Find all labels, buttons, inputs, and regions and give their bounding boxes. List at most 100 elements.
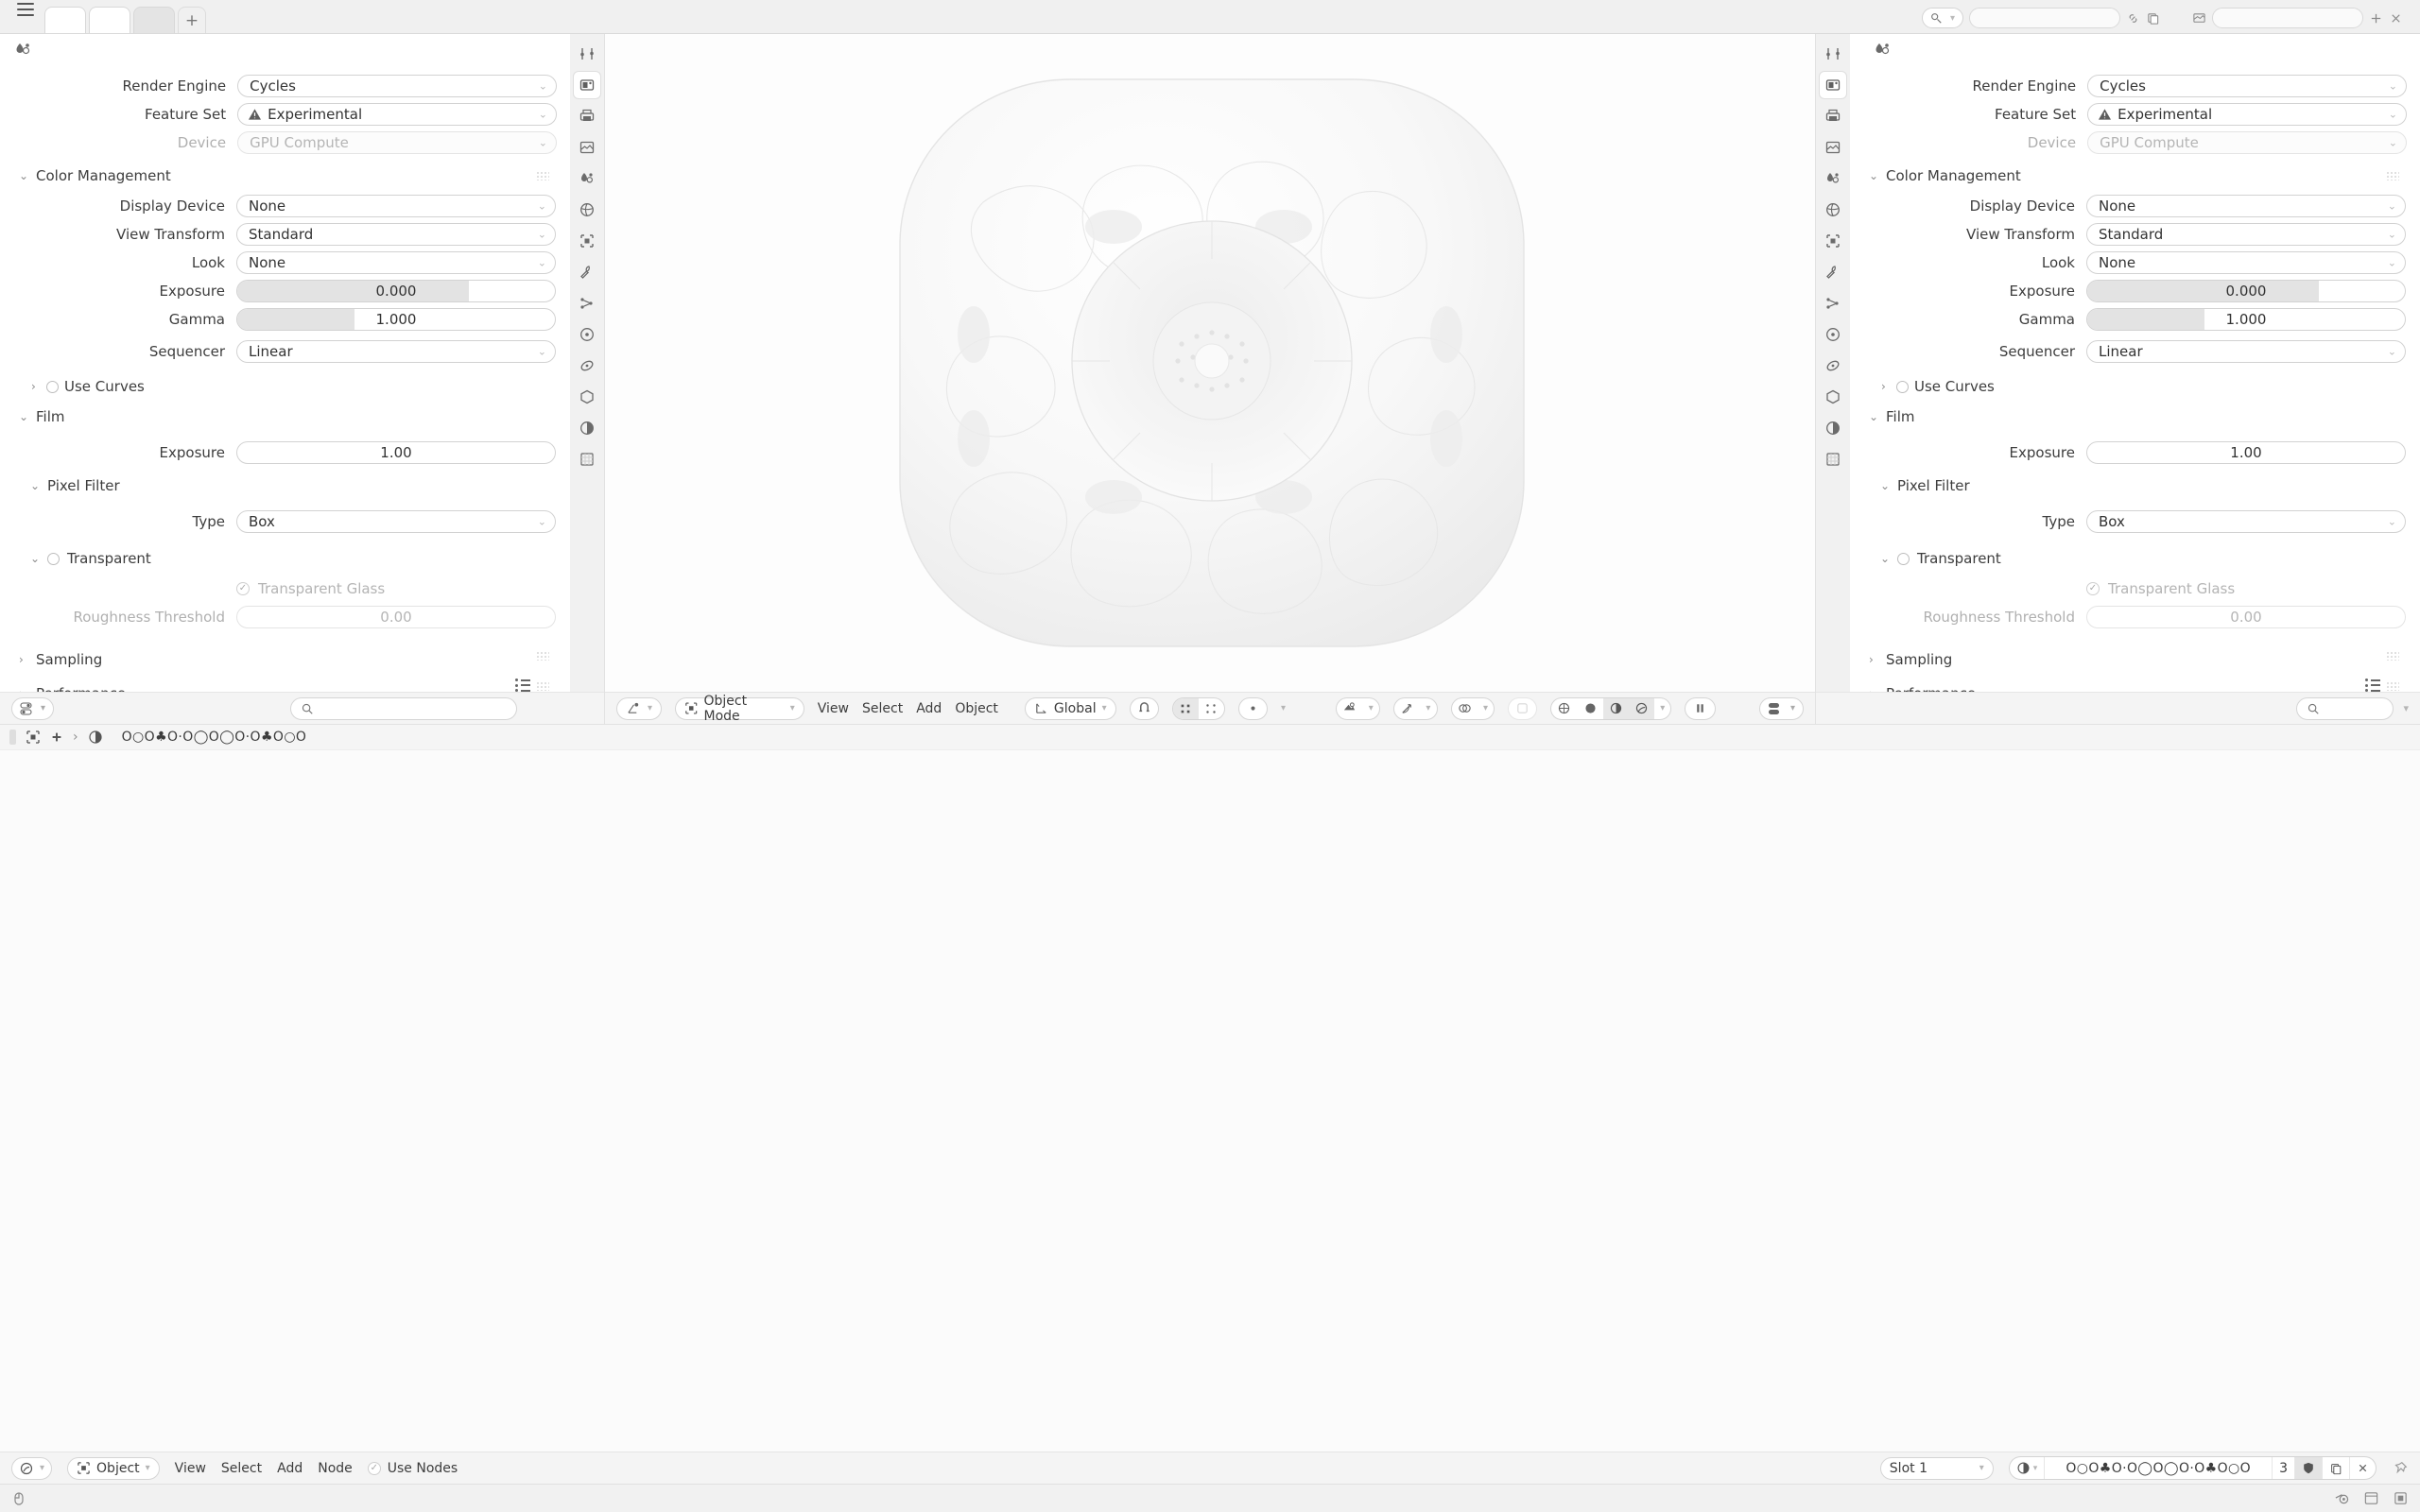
render-properties-tab[interactable] [1819,71,1847,99]
modifier-properties-tab[interactable] [573,258,601,286]
link-icon[interactable] [2126,11,2140,26]
pixel-filter-section[interactable]: ⌄ Pixel Filter [30,473,557,498]
render-engine-dropdown[interactable]: Cycles ⌄ [2087,74,2407,97]
transparent-glass-checkbox[interactable]: ✓ [2086,581,2100,595]
snap-toggle[interactable] [1129,696,1159,720]
plus-icon[interactable] [50,730,63,744]
node-menu-node[interactable]: Node [318,1460,353,1476]
viewport-menu-object[interactable]: Object [955,700,998,716]
overlay-dropdown-icon[interactable]: ▾ [1483,703,1489,713]
feature-set-dropdown[interactable]: Experimental ⌄ [2087,102,2407,126]
gamma-slider[interactable]: 1.000 [2086,307,2406,331]
data-properties-tab[interactable] [573,383,601,411]
workspace-tab-1[interactable] [44,7,86,33]
film-exposure-slider[interactable]: 1.00 [236,440,556,464]
grip-dots-icon[interactable] [536,681,549,691]
look-dropdown[interactable]: None ⌄ [236,250,556,274]
new-layer-icon[interactable] [2369,11,2383,26]
filter-toggle-button[interactable]: ▾ [11,696,55,720]
properties-search-input[interactable] [2296,696,2394,720]
grip-dots-icon[interactable] [2386,651,2399,661]
material-properties-tab[interactable] [1819,414,1847,442]
snap-dropdown-icon[interactable] [1199,698,1224,719]
constraint-properties-tab[interactable] [573,352,601,380]
workspace-tab-2[interactable] [89,7,130,33]
interaction-mode-dropdown[interactable]: Object Mode ▾ [675,694,804,724]
texture-properties-tab[interactable] [573,445,601,473]
scene-selector[interactable]: ▾ [1921,8,1963,28]
viewport-menu-view[interactable]: View [817,700,849,716]
exposure-slider[interactable]: 0.000 [236,279,556,302]
transparent-section[interactable]: ⌄ Transparent [1880,546,2407,571]
workspace-tab-3[interactable] [133,7,175,33]
editor-type-selector[interactable]: ▾ [11,1456,53,1480]
add-workspace-button[interactable]: + [178,7,206,33]
node-menu-view[interactable]: View [174,1460,206,1476]
list-icon[interactable] [2365,679,2380,692]
material-browse-button[interactable]: ▾ [2010,1457,2045,1479]
view-layer-icon[interactable] [2192,11,2206,26]
node-menu-add[interactable]: Add [277,1460,303,1476]
physics-properties-tab[interactable] [1819,320,1847,349]
world-properties-tab[interactable] [1819,196,1847,224]
film-section[interactable]: ⌄ Film [1869,404,2407,429]
shader-type-dropdown[interactable]: Object ▾ [67,1456,160,1480]
rendered-shading-icon[interactable] [1628,697,1654,719]
roughness-threshold-slider[interactable]: 0.00 [236,605,556,628]
main-menu-icon[interactable] [9,0,42,26]
output-properties-tab[interactable] [1819,102,1847,130]
properties-search-input[interactable] [290,696,518,720]
list-icon[interactable] [515,679,530,692]
gizmo-icon[interactable] [1394,698,1420,719]
color-management-section[interactable]: ⌄ Color Management [19,163,557,188]
pixel-filter-section[interactable]: ⌄ Pixel Filter [1880,473,2407,498]
render-properties-tab[interactable] [573,71,601,99]
unlink-material-button[interactable] [2349,1457,2376,1479]
sampling-section[interactable]: › Sampling [19,647,557,672]
transparent-glass-checkbox[interactable]: ✓ [236,581,250,595]
view-layer-properties-tab[interactable] [573,133,601,162]
grip-dots-icon[interactable] [536,651,549,661]
transparent-section[interactable]: ⌄ Transparent [30,546,557,571]
overlay-icon[interactable] [1452,698,1478,719]
material-slot-dropdown[interactable]: Slot 1 ▾ [1879,1456,1994,1480]
display-device-dropdown[interactable]: None ⌄ [236,194,556,217]
view-layer-properties-tab[interactable] [1819,133,1847,162]
object-properties-tab[interactable] [573,227,601,255]
material-preview-shading-icon[interactable] [1602,697,1629,719]
editor-type-selector[interactable]: ▾ [616,696,663,720]
viewport-menu-select[interactable]: Select [862,700,904,716]
roughness-threshold-slider[interactable]: 0.00 [2086,605,2406,628]
show-overlays-icon[interactable] [1337,698,1362,719]
filter-type-dropdown[interactable]: Box ⌄ [2086,509,2406,533]
color-management-section[interactable]: ⌄ Color Management [1869,163,2407,188]
sequencer-dropdown[interactable]: Linear ⌄ [2086,339,2406,363]
film-exposure-slider[interactable]: 1.00 [2086,440,2406,464]
viewport-filter-button[interactable]: ▾ [1758,696,1804,720]
use-nodes-checkbox[interactable]: ✓ [367,1461,381,1475]
feature-set-dropdown[interactable]: Experimental ⌄ [237,102,557,126]
remove-layer-icon[interactable] [2389,11,2403,26]
device-dropdown[interactable]: GPU Compute ⌄ [2087,130,2407,154]
use-nodes-toggle[interactable]: ✓ Use Nodes [367,1461,458,1476]
transform-orientation-dropdown[interactable]: Global ▾ [1024,696,1116,720]
modifier-properties-tab[interactable] [1819,258,1847,286]
exposure-slider[interactable]: 0.000 [2086,279,2406,302]
world-properties-tab[interactable] [573,196,601,224]
overlays-dropdown-icon[interactable]: ▾ [1368,703,1374,713]
scene-name-field[interactable] [1969,8,2120,28]
material-users-count[interactable]: 3 [2272,1457,2294,1479]
view-transform-dropdown[interactable]: Standard ⌄ [236,222,556,246]
view-transform-dropdown[interactable]: Standard ⌄ [2086,222,2406,246]
film-section[interactable]: ⌄ Film [19,404,557,429]
gamma-slider[interactable]: 1.000 [236,307,556,331]
pause-render-button[interactable] [1685,696,1717,720]
transparent-checkbox[interactable] [47,552,60,565]
scene-properties-tab[interactable] [1819,164,1847,193]
data-properties-tab[interactable] [1819,383,1847,411]
use-curves-checkbox[interactable] [46,380,59,393]
sidebar-handle[interactable] [9,730,16,745]
sequencer-dropdown[interactable]: Linear ⌄ [236,339,556,363]
view-layer-name-field[interactable] [2212,8,2363,28]
object-properties-tab[interactable] [1819,227,1847,255]
